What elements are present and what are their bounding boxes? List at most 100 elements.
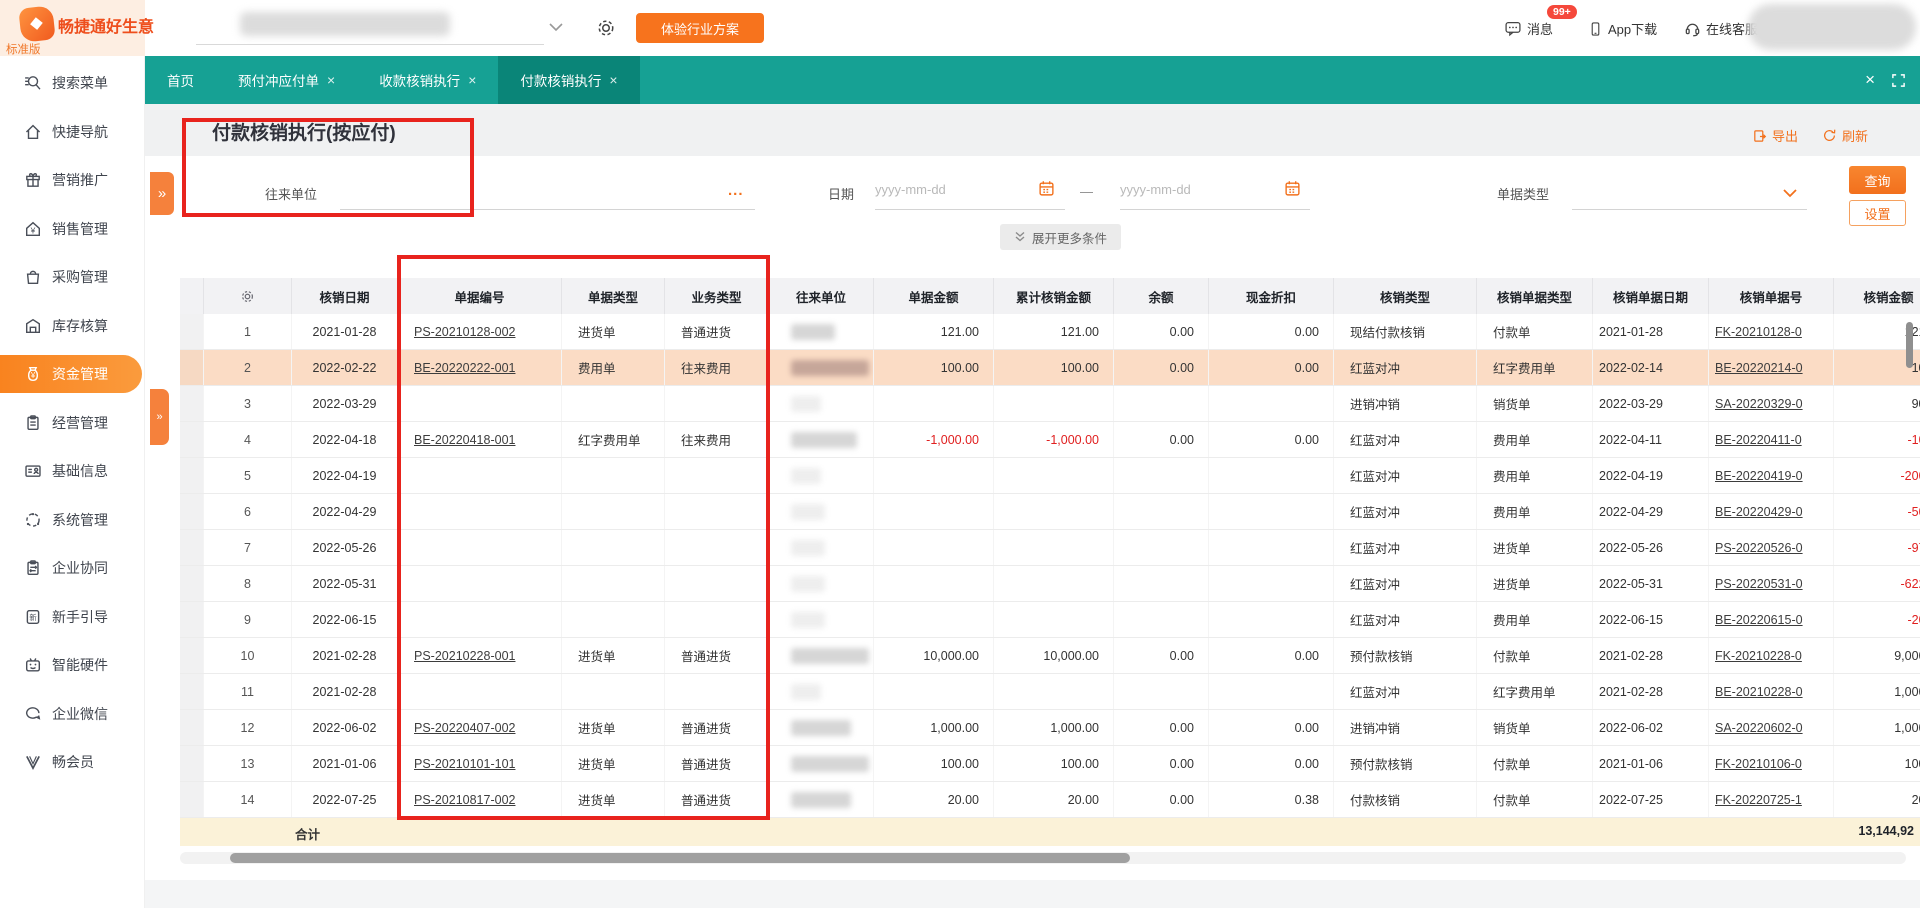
- date-from-input[interactable]: [875, 170, 1065, 210]
- verif-doc-no-link[interactable]: FK-20210128-0: [1715, 324, 1802, 339]
- tab-1[interactable]: 首页: [145, 56, 216, 104]
- svg-text:¥: ¥: [30, 225, 36, 235]
- close-tab-icon[interactable]: ×: [327, 72, 336, 88]
- cell-verif-doc-type: 付款单: [1477, 314, 1593, 349]
- sidebar-item-12[interactable]: 新 新手引导: [0, 598, 145, 636]
- expand-fixed-column-button[interactable]: »: [150, 389, 169, 445]
- sidebar-item-1[interactable]: 搜索菜单: [0, 64, 145, 102]
- verif-doc-no-link[interactable]: FK-20210228-0: [1715, 648, 1802, 663]
- table-row[interactable]: 10 2021-02-28 PS-20210228-001 进货单 普通进货 10,000…: [180, 638, 1920, 674]
- doc-no-link[interactable]: PS-20210128-002: [414, 324, 516, 339]
- verif-doc-no-link[interactable]: BE-20220615-0: [1715, 612, 1803, 627]
- verif-doc-no-link[interactable]: BE-20210228-0: [1715, 684, 1803, 699]
- table-row[interactable]: 3 2022-03-29 进销冲销 销货单 2022-03-29 SA-20220329-…: [180, 386, 1920, 422]
- sidebar-item-14[interactable]: 企业微信: [0, 695, 145, 733]
- table-row[interactable]: 14 2022-07-25 PS-20210817-002 进货单 普通进货 20.00 2…: [180, 782, 1920, 818]
- sidebar-item-6[interactable]: 库存核算: [0, 307, 145, 345]
- chevron-down-icon[interactable]: [1782, 188, 1798, 199]
- verif-doc-no-link[interactable]: BE-20220429-0: [1715, 504, 1803, 519]
- table-row[interactable]: 1 2021-01-28 PS-20210128-002 进货单 普通进货 121.00 1…: [180, 314, 1920, 350]
- doc-no-link[interactable]: PS-20210817-002: [414, 792, 516, 807]
- doc-no-link[interactable]: PS-20210228-001: [414, 648, 516, 663]
- app-download-item[interactable]: App下载: [1588, 19, 1657, 38]
- verif-doc-no-link[interactable]: SA-20220329-0: [1715, 396, 1803, 411]
- calendar-icon[interactable]: [1038, 180, 1055, 202]
- partner-filter-input[interactable]: [340, 170, 755, 210]
- close-tab-icon[interactable]: ×: [468, 72, 477, 88]
- sidebar-item-13[interactable]: 智能硬件: [0, 646, 145, 684]
- tab-3[interactable]: 收款核销执行 ×: [357, 56, 498, 104]
- verif-doc-no-link[interactable]: SA-20220602-0: [1715, 720, 1803, 735]
- vertical-scrollbar-thumb[interactable]: [1906, 322, 1913, 368]
- sidebar-item-3[interactable]: 营销推广: [0, 161, 145, 199]
- tab-label: 预付冲应付单: [238, 74, 319, 89]
- export-button[interactable]: 导出: [1752, 126, 1798, 145]
- sidebar-item-label: 营销推广: [52, 172, 108, 188]
- user-account-redacted[interactable]: [1748, 4, 1916, 50]
- fullscreen-icon[interactable]: [1891, 73, 1906, 88]
- verif-doc-no-link[interactable]: FK-20220725-1: [1715, 792, 1802, 807]
- sidebar-item-11[interactable]: 企业协同: [0, 549, 145, 587]
- sidebar-item-4[interactable]: ¥ 销售管理: [0, 210, 145, 248]
- sidebar-item-10[interactable]: 系统管理: [0, 501, 145, 539]
- settings-button[interactable]: 设置: [1849, 200, 1906, 226]
- table-row[interactable]: 9 2022-06-15 红蓝对冲 费用单 2022-06-15 BE-20220615-…: [180, 602, 1920, 638]
- org-selector-underline: [196, 44, 544, 45]
- table-row[interactable]: 11 2021-02-28 红蓝对冲 红字费用单 2021-02-28 BE-202102…: [180, 674, 1920, 710]
- table-row[interactable]: 4 2022-04-18 BE-20220418-001 红字费用单 往来费用 -1,00…: [180, 422, 1920, 458]
- column-settings-gear-icon[interactable]: [240, 289, 255, 304]
- sidebar-item-2[interactable]: 快捷导航: [0, 113, 145, 151]
- org-selector-redacted[interactable]: [240, 12, 450, 36]
- sidebar-item-label: 经营管理: [52, 414, 108, 431]
- sidebar-item-8[interactable]: 经营管理: [0, 404, 145, 442]
- query-button[interactable]: 查询: [1849, 166, 1906, 194]
- partner-redacted-blob: [791, 755, 869, 772]
- table-row[interactable]: 6 2022-04-29 红蓝对冲 费用单 2022-04-29 BE-20220429-…: [180, 494, 1920, 530]
- verif-doc-no-link[interactable]: BE-20220411-0: [1715, 432, 1802, 447]
- cell-biz-type: [665, 494, 769, 529]
- verif-doc-no-link[interactable]: PS-20220526-0: [1715, 540, 1803, 555]
- tab-4[interactable]: 付款核销执行 ×: [498, 56, 640, 104]
- partner-picker-ellipsis[interactable]: ...: [728, 182, 744, 199]
- expand-more-conditions-button[interactable]: 展开更多条件: [1000, 224, 1122, 250]
- sidebar-item-7[interactable]: ¥ 资金管理: [0, 355, 142, 393]
- cell-verif-doc-no: FK-20220725-1: [1709, 782, 1834, 817]
- doc-no-link[interactable]: BE-20220418-001: [414, 432, 516, 447]
- refresh-button[interactable]: 刷新: [1822, 126, 1868, 145]
- partner-redacted-blob: [791, 359, 869, 376]
- close-all-tabs-icon[interactable]: ×: [1865, 70, 1875, 89]
- cell-verif-doc-date: 2022-04-19: [1593, 458, 1709, 493]
- trial-solution-button[interactable]: 体验行业方案: [636, 13, 764, 43]
- doc-type-filter-input[interactable]: [1572, 170, 1807, 210]
- table-row[interactable]: 7 2022-05-26 红蓝对冲 进货单 2022-05-26 PS-20220526-…: [180, 530, 1920, 566]
- verif-doc-no-link[interactable]: FK-20210106-0: [1715, 756, 1802, 771]
- close-tab-icon[interactable]: ×: [609, 72, 618, 88]
- horizontal-scrollbar-thumb[interactable]: [230, 853, 1130, 863]
- table-row[interactable]: 5 2022-04-19 红蓝对冲 费用单 2022-04-19 BE-20220419-…: [180, 458, 1920, 494]
- messages-item[interactable]: 消息: [1504, 19, 1553, 38]
- sidebar-item-5[interactable]: 采购管理: [0, 258, 145, 296]
- sidebar-item-15[interactable]: 畅会员: [0, 743, 145, 781]
- table-row[interactable]: 12 2022-06-02 PS-20220407-002 进货单 普通进货 1,000.…: [180, 710, 1920, 746]
- verif-doc-no-link[interactable]: PS-20220531-0: [1715, 576, 1803, 591]
- online-service-item[interactable]: 在线客服: [1684, 19, 1758, 38]
- table-row[interactable]: 2 2022-02-22 BE-20220222-001 费用单 往来费用 100.00 1…: [180, 350, 1920, 386]
- table-row[interactable]: 8 2022-05-31 红蓝对冲 进货单 2022-05-31 PS-20220531-…: [180, 566, 1920, 602]
- doc-no-link[interactable]: BE-20220222-001: [414, 360, 516, 375]
- column-header-row-number[interactable]: [204, 278, 292, 314]
- tab-2[interactable]: 预付冲应付单 ×: [216, 56, 357, 104]
- calendar-icon[interactable]: [1284, 180, 1301, 202]
- verif-doc-no-link[interactable]: BE-20220214-0: [1715, 360, 1803, 375]
- sidebar-item-9[interactable]: 基础信息: [0, 452, 145, 490]
- doc-no-link[interactable]: PS-20220407-002: [414, 720, 516, 735]
- date-to-input[interactable]: [1120, 170, 1310, 210]
- cell-cum-amount: 20.00: [994, 782, 1114, 817]
- chevron-down-icon[interactable]: [549, 22, 563, 32]
- verif-doc-no-link[interactable]: BE-20220419-0: [1715, 468, 1803, 483]
- cell-verif-date: 2022-02-22: [292, 350, 398, 385]
- table-row[interactable]: 13 2021-01-06 PS-20210101-101 进货单 普通进货 100.00…: [180, 746, 1920, 782]
- doc-no-link[interactable]: PS-20210101-101: [414, 756, 516, 771]
- gear-icon[interactable]: [596, 18, 616, 38]
- sidebar-item-label: 企业微信: [52, 705, 108, 722]
- expand-left-panel-button[interactable]: »: [150, 172, 174, 215]
